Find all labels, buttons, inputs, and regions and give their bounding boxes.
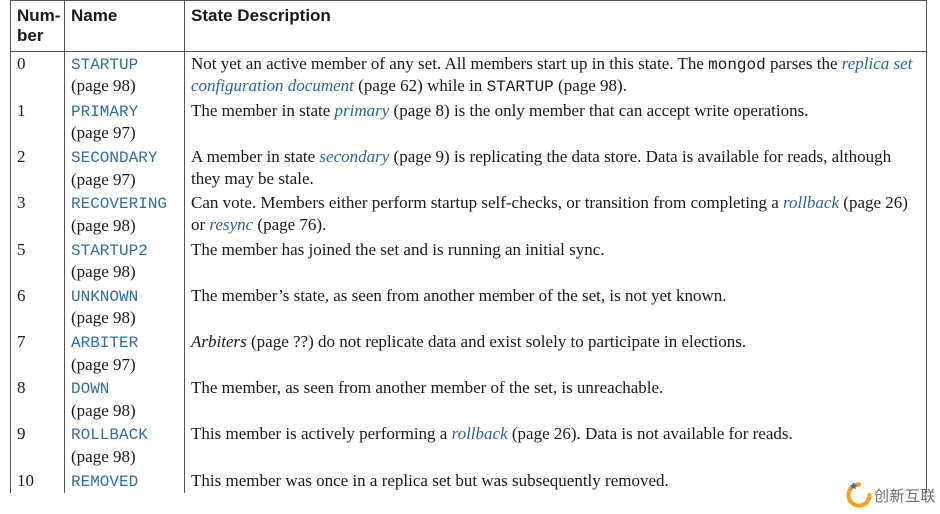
state-page-ref: (page 98) [71, 308, 136, 327]
table-row: 9 ROLLBACK (page 98) This member is acti… [11, 422, 927, 468]
inline-code: mongod [708, 56, 766, 74]
desc-text: (page 8) is the only member that can acc… [389, 101, 808, 120]
state-page-ref: (page 98) [71, 447, 136, 466]
state-keyword[interactable]: UNKNOWN [71, 288, 138, 306]
cell-desc: The member in state primary (page 8) is … [185, 99, 927, 145]
doc-link[interactable]: primary [335, 101, 390, 120]
cell-name: STARTUP (page 98) [65, 52, 185, 99]
desc-text: Can vote. Members either perform startup… [191, 193, 783, 212]
cell-desc: Can vote. Members either perform startup… [185, 191, 927, 237]
table-row: 6 UNKNOWN (page 98) The member’s state, … [11, 284, 927, 330]
col-header-desc: State Description [185, 1, 927, 52]
state-keyword[interactable]: SECONDARY [71, 149, 157, 167]
cell-name: ARBITER (page 97) [65, 330, 185, 376]
state-page-ref: (page 98) [71, 262, 136, 281]
desc-text: parses the [766, 54, 842, 73]
cell-number: 2 [11, 145, 65, 191]
cell-number: 6 [11, 284, 65, 330]
table-row: 2 SECONDARY (page 97) A member in state … [11, 145, 927, 191]
table-row: 3 RECOVERING (page 98) Can vote. Members… [11, 191, 927, 237]
state-keyword[interactable]: STARTUP [71, 56, 138, 74]
doc-link[interactable]: rollback [452, 424, 508, 443]
states-table: Num- ber Name State Description 0 STARTU… [10, 0, 927, 493]
table-row: 0 STARTUP (page 98) Not yet an active me… [11, 52, 927, 99]
cell-number: 1 [11, 99, 65, 145]
table-row: 8 DOWN (page 98) The member, as seen fro… [11, 376, 927, 422]
cell-name: RECOVERING (page 98) [65, 191, 185, 237]
state-keyword[interactable]: ARBITER [71, 334, 138, 352]
desc-text: (page ??) do not replicate data and exis… [247, 332, 746, 351]
cell-number: 5 [11, 238, 65, 284]
state-page-ref: (page 98) [71, 401, 136, 420]
cell-name: REMOVED [65, 469, 185, 493]
col-header-number: Num- ber [11, 1, 65, 52]
desc-text: (page 26). Data is not available for rea… [508, 424, 793, 443]
table-row: 7 ARBITER (page 97) Arbiters (page ??) d… [11, 330, 927, 376]
cell-name: UNKNOWN (page 98) [65, 284, 185, 330]
table-row: 10 REMOVED This member was once in a rep… [11, 469, 927, 493]
cell-number: 3 [11, 191, 65, 237]
state-page-ref: (page 97) [71, 123, 136, 142]
cell-desc: The member’s state, as seen from another… [185, 284, 927, 330]
cell-name: STARTUP2 (page 98) [65, 238, 185, 284]
cell-desc: The member has joined the set and is run… [185, 238, 927, 284]
desc-text: (page 98). [554, 76, 627, 95]
doc-link[interactable]: secondary [319, 147, 389, 166]
state-keyword[interactable]: PRIMARY [71, 103, 138, 121]
cell-number: 9 [11, 422, 65, 468]
state-keyword[interactable]: DOWN [71, 380, 109, 398]
cell-name: PRIMARY (page 97) [65, 99, 185, 145]
cell-desc: The member, as seen from another member … [185, 376, 927, 422]
state-keyword[interactable]: RECOVERING [71, 195, 167, 213]
col-header-name: Name [65, 1, 185, 52]
desc-text: The member in state [191, 101, 335, 120]
doc-link[interactable]: rollback [783, 193, 839, 212]
desc-text: (page 76). [253, 215, 326, 234]
state-keyword[interactable]: ROLLBACK [71, 426, 148, 444]
col-header-number-text: Num- ber [17, 6, 60, 45]
cell-name: DOWN (page 98) [65, 376, 185, 422]
state-page-ref: (page 97) [71, 170, 136, 189]
table-row: 5 STARTUP2 (page 98) The member has join… [11, 238, 927, 284]
state-keyword[interactable]: STARTUP2 [71, 242, 148, 260]
cell-desc: A member in state secondary (page 9) is … [185, 145, 927, 191]
cell-desc: Not yet an active member of any set. All… [185, 52, 927, 99]
state-page-ref: (page 98) [71, 216, 136, 235]
state-page-ref: (page 97) [71, 355, 136, 374]
desc-text: A member in state [191, 147, 319, 166]
desc-text: (page 62) while in [354, 76, 487, 95]
table-header-row: Num- ber Name State Description [11, 1, 927, 52]
desc-text-italic: Arbiters [191, 332, 247, 351]
cell-number: 7 [11, 330, 65, 376]
cell-name: SECONDARY (page 97) [65, 145, 185, 191]
cell-name: ROLLBACK (page 98) [65, 422, 185, 468]
state-page-ref: (page 98) [71, 76, 136, 95]
cell-desc: This member is actively performing a rol… [185, 422, 927, 468]
cell-number: 10 [11, 469, 65, 493]
state-keyword[interactable]: REMOVED [71, 473, 138, 491]
inline-code: STARTUP [487, 78, 554, 96]
cell-desc: Arbiters (page ??) do not replicate data… [185, 330, 927, 376]
cell-number: 0 [11, 52, 65, 99]
table-row: 1 PRIMARY (page 97) The member in state … [11, 99, 927, 145]
desc-text: Not yet an active member of any set. All… [191, 54, 708, 73]
cell-desc: This member was once in a replica set bu… [185, 469, 927, 493]
doc-link[interactable]: resync [209, 215, 253, 234]
desc-text: This member is actively performing a [191, 424, 452, 443]
cell-number: 8 [11, 376, 65, 422]
